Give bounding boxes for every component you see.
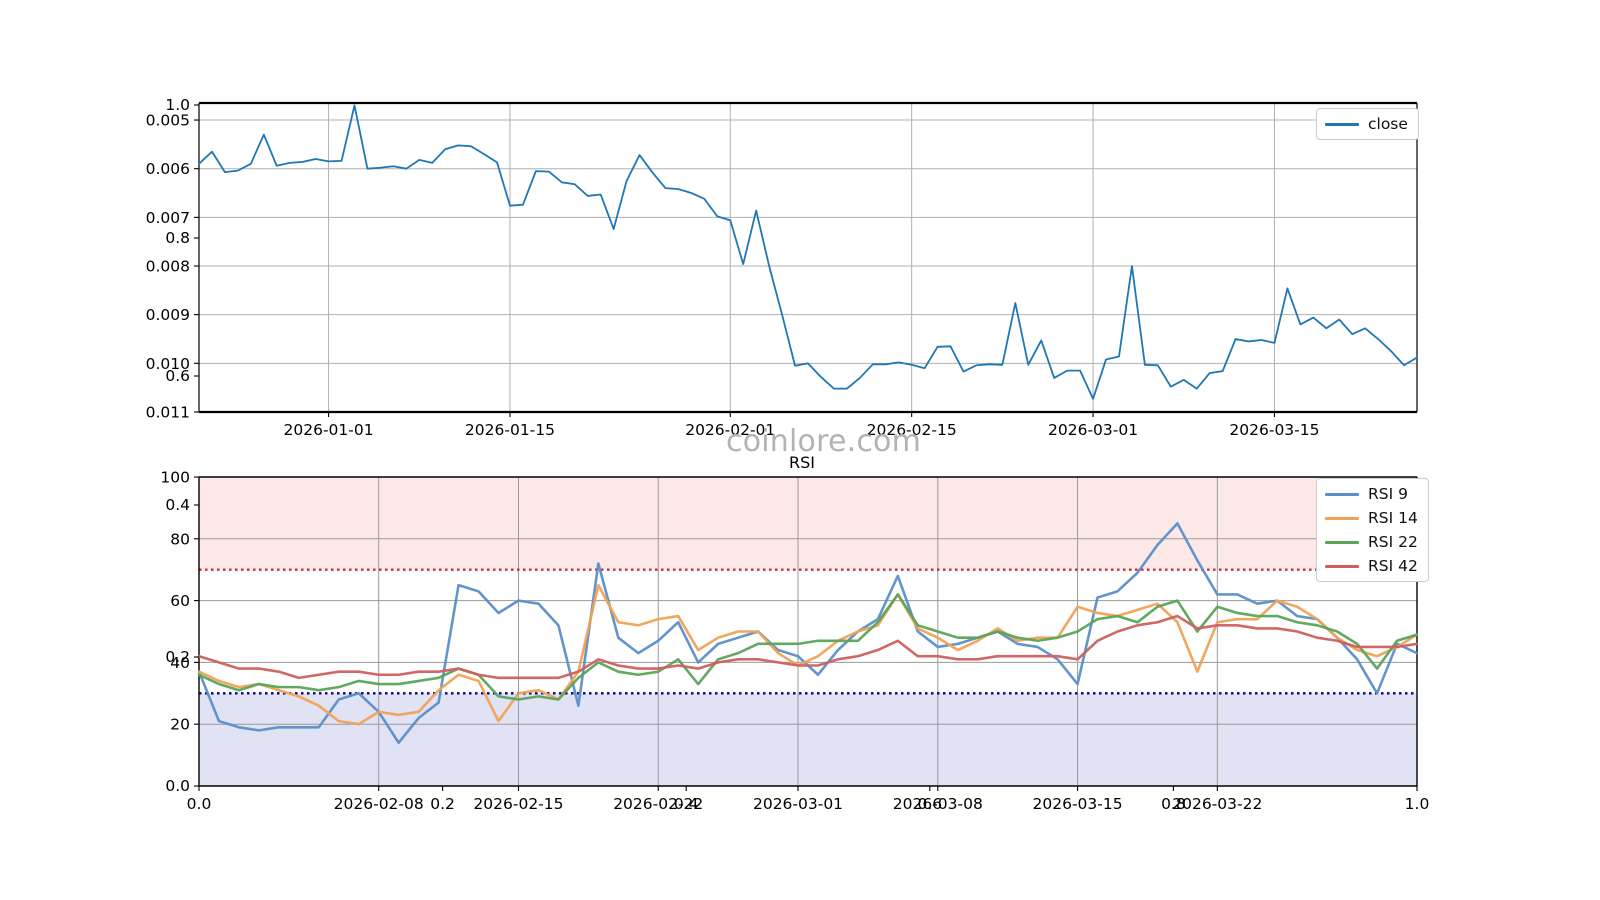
- rsi-overbought-band: [199, 477, 1417, 570]
- rsi-chart-title: RSI: [789, 453, 815, 472]
- rsi-xtick-label-normalized: 0.0: [187, 795, 212, 813]
- legend-label: RSI 22: [1368, 533, 1418, 551]
- rsi-chart-legend[interactable]: RSI 9 RSI 14 RSI 22 RSI 42: [1316, 478, 1429, 582]
- rsi-ytick-label: 100: [160, 469, 190, 487]
- rsi-series-rsi-42: [197, 614, 1419, 680]
- rsi-oversold-band: [199, 693, 1417, 786]
- rsi-chart-panel: 20 40 60 80 100 0.4 0.2 0.0 2026-02-08 2026-02-15…: [0, 450, 1600, 900]
- legend-color-swatch: [1325, 122, 1359, 126]
- legend-color-swatch: [1325, 564, 1359, 568]
- legend-color-swatch: [1325, 540, 1359, 544]
- price-xtick-label: 2026-02-15: [867, 421, 957, 439]
- rsi-ytick-label: 40: [170, 654, 190, 672]
- rsi-xtick-label: 2026-03-15: [1033, 795, 1123, 813]
- rsi-ytick-label: 20: [170, 716, 190, 734]
- rsi-xtick-label: 2026-02-22: [613, 795, 703, 813]
- legend-label: RSI 9: [1368, 485, 1408, 503]
- price-series-close: [198, 104, 1418, 400]
- watermark-coinlore: coinlore.com: [726, 424, 922, 459]
- price-ytick-label-normalized: 0.8: [165, 229, 190, 247]
- price-xtick-label: 2026-03-15: [1229, 421, 1319, 439]
- legend-color-swatch: [1325, 492, 1359, 496]
- price-chart-legend[interactable]: close: [1316, 108, 1419, 140]
- legend-color-swatch: [1325, 516, 1359, 520]
- rsi-ytick-label-normalized: 0.4: [165, 496, 190, 514]
- rsi-ytick-label: 80: [170, 530, 190, 548]
- price-ytick-label-normalized: 1.0: [165, 96, 190, 114]
- rsi-xtick-label: 2026-02-08: [334, 795, 424, 813]
- rsi-xtick-label: 2026-03-08: [893, 795, 983, 813]
- legend-item[interactable]: RSI 22: [1325, 533, 1418, 551]
- rsi-xtick-label: 2026-02-15: [473, 795, 563, 813]
- price-xtick-label: 2026-01-15: [465, 421, 555, 439]
- legend-item[interactable]: close: [1325, 115, 1408, 133]
- price-ytick-label: 0.006: [146, 160, 190, 178]
- price-xtick-label: 2026-01-01: [284, 421, 374, 439]
- legend-item[interactable]: RSI 14: [1325, 509, 1418, 527]
- price-ytick-label: 0.010: [146, 355, 190, 373]
- price-ytick-label: 0.008: [146, 258, 190, 276]
- price-plot-background: [199, 103, 1417, 412]
- rsi-ytick-label-normalized: 0.0: [165, 777, 190, 795]
- price-chart-panel: 0.011 0.010 0.009 0.008 0.007 0.006 0.005 1.0 0.…: [146, 96, 1418, 439]
- rsi-series-rsi-14: [197, 583, 1419, 726]
- rsi-series-rsi-22: [197, 593, 1419, 701]
- price-ytick-label-normalized: 0.6: [165, 367, 190, 385]
- rsi-xtick-label-normalized: 1.0: [1405, 795, 1430, 813]
- rsi-ytick-label: 60: [170, 592, 190, 610]
- price-ytick-label: 0.011: [146, 404, 190, 422]
- rsi-xtick-label-normalized: 0.2: [430, 795, 455, 813]
- price-ytick-label: 0.005: [146, 112, 190, 130]
- legend-label: RSI 42: [1368, 557, 1418, 575]
- legend-label: RSI 14: [1368, 509, 1418, 527]
- price-ytick-label: 0.009: [146, 306, 190, 324]
- legend-item[interactable]: RSI 9: [1325, 485, 1418, 503]
- price-ytick-label: 0.007: [146, 209, 190, 227]
- rsi-chart-svg: 20 40 60 80 100 0.4 0.2 0.0 2026-02-08 2026-02-15…: [160, 469, 1430, 814]
- price-xtick-label: 2026-02-01: [685, 421, 775, 439]
- legend-item[interactable]: RSI 42: [1325, 557, 1418, 575]
- rsi-xtick-label-normalized: 0.4: [674, 795, 699, 813]
- rsi-ytick-label-normalized: 0.2: [165, 648, 190, 666]
- rsi-xtick-label-normalized: 0.6: [917, 795, 942, 813]
- rsi-xtick-label-normalized: 0.8: [1161, 795, 1186, 813]
- price-xtick-label: 2026-03-01: [1048, 421, 1138, 439]
- rsi-xtick-label: 2026-03-01: [753, 795, 843, 813]
- legend-label: close: [1368, 115, 1408, 133]
- rsi-xtick-label: 2026-03-22: [1172, 795, 1262, 813]
